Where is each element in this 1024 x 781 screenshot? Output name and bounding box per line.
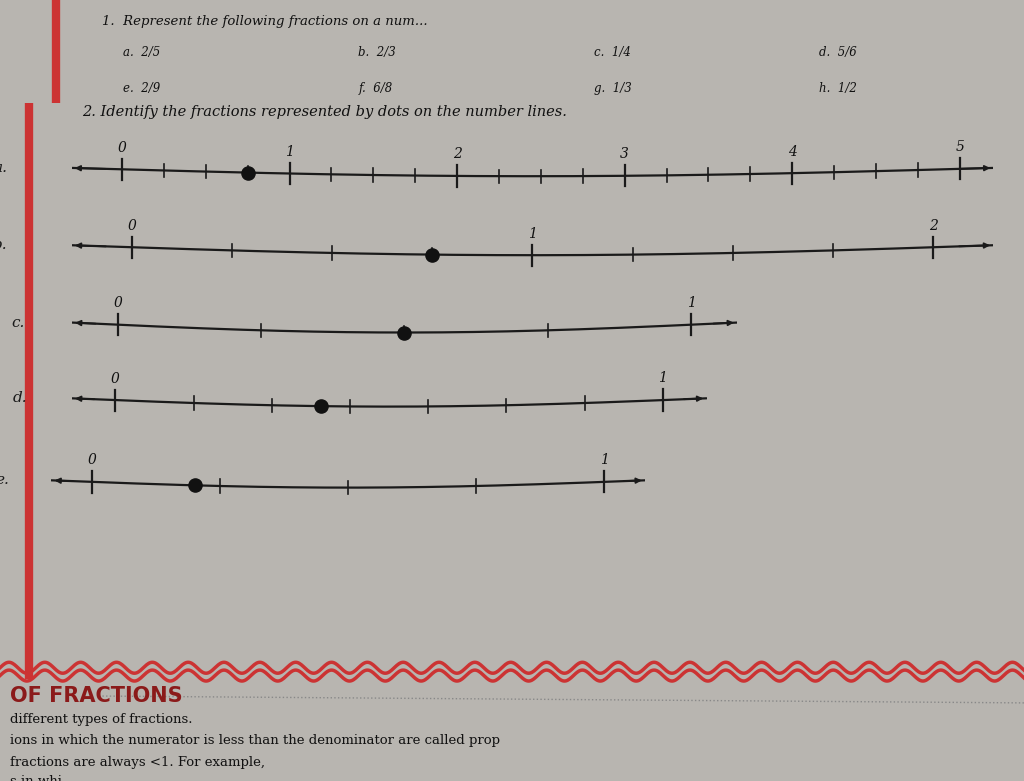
Text: 3: 3 (621, 147, 629, 161)
Text: a.  2/5: a. 2/5 (123, 46, 160, 59)
Text: d.  5/6: d. 5/6 (819, 46, 857, 59)
Text: 2. Identify the fractions represented by dots on the number lines.: 2. Identify the fractions represented by… (82, 105, 567, 119)
Point (186, 479, 203, 491)
Text: fractions are always <1. For example,: fractions are always <1. For example, (10, 756, 265, 769)
Point (312, 400, 329, 412)
Text: OF FRACTIONS: OF FRACTIONS (10, 686, 183, 706)
Text: f.  6/8: f. 6/8 (358, 83, 392, 95)
Text: 4: 4 (787, 144, 797, 159)
Text: 0: 0 (88, 453, 96, 467)
Text: different types of fractions.: different types of fractions. (10, 712, 193, 726)
Text: 0: 0 (111, 372, 120, 386)
Point (240, 166, 256, 179)
Text: c.  1/4: c. 1/4 (594, 46, 631, 59)
Point (396, 326, 413, 339)
Text: 0: 0 (118, 141, 126, 155)
Text: a.: a. (0, 161, 7, 175)
Text: 1: 1 (285, 145, 294, 159)
Text: c.: c. (11, 316, 26, 330)
Text: d.: d. (12, 391, 28, 405)
Text: 2: 2 (453, 148, 462, 162)
Text: b.  2/3: b. 2/3 (358, 46, 396, 59)
Text: e.  2/9: e. 2/9 (123, 83, 160, 95)
Text: 1: 1 (600, 453, 608, 467)
Text: e.: e. (0, 473, 9, 487)
Text: 1: 1 (687, 296, 696, 310)
Text: 2: 2 (929, 219, 938, 233)
Text: 1: 1 (528, 226, 537, 241)
Text: s in whi: s in whi (10, 775, 62, 781)
Text: h.  1/2: h. 1/2 (819, 83, 857, 95)
Text: ions in which the numerator is less than the denominator are called prop: ions in which the numerator is less than… (10, 734, 501, 747)
Text: 5: 5 (955, 141, 965, 154)
Text: b.: b. (0, 238, 7, 252)
Text: 0: 0 (113, 296, 122, 310)
Point (424, 248, 440, 261)
Text: 1: 1 (658, 372, 668, 386)
Text: 0: 0 (127, 219, 136, 233)
Text: g.  1/3: g. 1/3 (594, 83, 632, 95)
Text: 1.  Represent the following fractions on a num...: 1. Represent the following fractions on … (102, 16, 428, 28)
